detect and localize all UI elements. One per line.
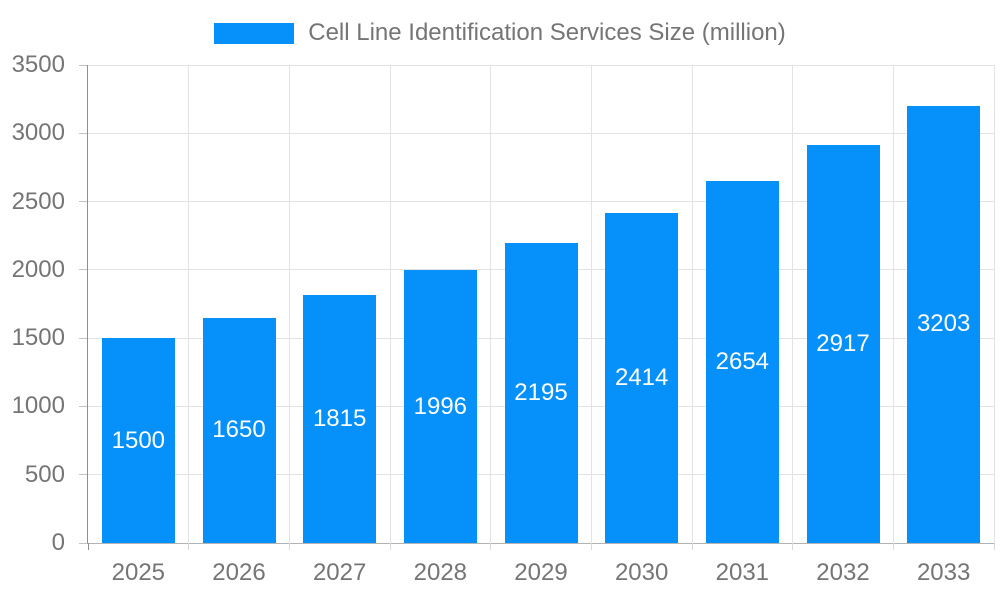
x-axis-tick xyxy=(892,543,894,550)
y-axis-label: 1500 xyxy=(11,324,65,352)
x-axis-label: 2025 xyxy=(111,559,166,586)
chart-legend[interactable]: Cell Line Identification Services Size (… xyxy=(0,16,1000,50)
bar-2031[interactable]: 2654 xyxy=(705,180,779,543)
legend-color-swatch xyxy=(214,22,295,44)
y-axis-tick xyxy=(79,542,87,544)
bar-2030[interactable]: 2414 xyxy=(605,213,679,543)
bar-value-label: 1650 xyxy=(212,416,266,444)
bar-2027[interactable]: 1815 xyxy=(303,295,377,543)
gridline-horizontal xyxy=(88,201,994,203)
x-axis-label: 2030 xyxy=(614,559,669,586)
y-axis-label: 500 xyxy=(24,460,65,488)
bar-2028[interactable]: 1996 xyxy=(403,270,477,543)
x-axis-label: 2028 xyxy=(413,559,468,586)
bar-value-label: 2917 xyxy=(816,329,870,357)
y-axis-label: 3500 xyxy=(11,51,65,78)
bar-2026[interactable]: 1650 xyxy=(202,317,276,543)
gridline-vertical xyxy=(892,65,894,543)
bar-2032[interactable]: 2917 xyxy=(806,144,880,543)
gridline-vertical xyxy=(691,65,693,543)
bar-value-label: 1996 xyxy=(413,392,468,420)
gridline-vertical xyxy=(490,65,492,543)
y-axis-tick xyxy=(79,269,87,271)
bar-value-label: 2654 xyxy=(715,347,770,375)
legend-series-label: Cell Line Identification Services Size (… xyxy=(308,19,786,46)
plot-area: 0 500 1000 1500 2000 2500 3000 3500 1500 2025 1650… xyxy=(12,53,995,585)
y-axis-tick xyxy=(79,474,87,476)
x-axis-tick xyxy=(590,543,592,550)
x-axis-tick xyxy=(792,543,794,550)
y-axis-tick xyxy=(79,201,87,203)
x-axis-label: 2031 xyxy=(715,559,770,586)
gridline-vertical xyxy=(188,65,190,543)
bar-value-label: 3203 xyxy=(916,310,971,338)
gridline-vertical xyxy=(590,65,592,543)
x-axis-tick xyxy=(389,543,391,550)
x-axis-tick xyxy=(691,543,693,550)
x-axis-label: 2032 xyxy=(816,559,870,586)
x-axis-tick xyxy=(288,543,290,550)
gridline-vertical xyxy=(792,65,794,543)
bar-2029[interactable]: 2195 xyxy=(504,243,578,543)
y-axis-tick xyxy=(79,337,87,339)
bar-value-label: 2414 xyxy=(614,364,669,392)
bar-value-label: 1815 xyxy=(312,405,367,433)
y-axis-label: 2000 xyxy=(11,255,65,283)
y-axis-label: 3000 xyxy=(11,119,65,147)
x-axis-tick xyxy=(993,543,995,550)
bar-2025[interactable]: 1500 xyxy=(101,338,175,543)
x-axis-tick xyxy=(87,543,89,550)
y-axis-label: 0 xyxy=(51,529,65,556)
x-axis-label: 2027 xyxy=(312,559,367,586)
gridline-vertical xyxy=(993,65,995,543)
gridline-horizontal xyxy=(88,64,994,66)
gridline-vertical xyxy=(389,65,391,543)
gridline-horizontal xyxy=(88,132,994,134)
bar-2033[interactable]: 3203 xyxy=(907,105,981,543)
bar-value-label: 2195 xyxy=(514,379,568,407)
x-axis-tick xyxy=(188,543,190,550)
y-axis-tick xyxy=(79,132,87,134)
x-axis-label: 2029 xyxy=(514,559,568,586)
y-axis-tick xyxy=(79,405,87,407)
y-axis-label: 1000 xyxy=(11,392,65,420)
y-axis-label: 2500 xyxy=(11,187,65,215)
bar-value-label: 1500 xyxy=(111,426,166,454)
x-axis-label: 2033 xyxy=(916,559,971,586)
x-axis-label: 2026 xyxy=(212,559,266,586)
gridline-vertical xyxy=(288,65,290,543)
x-axis-tick xyxy=(490,543,492,550)
y-axis-tick xyxy=(79,64,87,66)
